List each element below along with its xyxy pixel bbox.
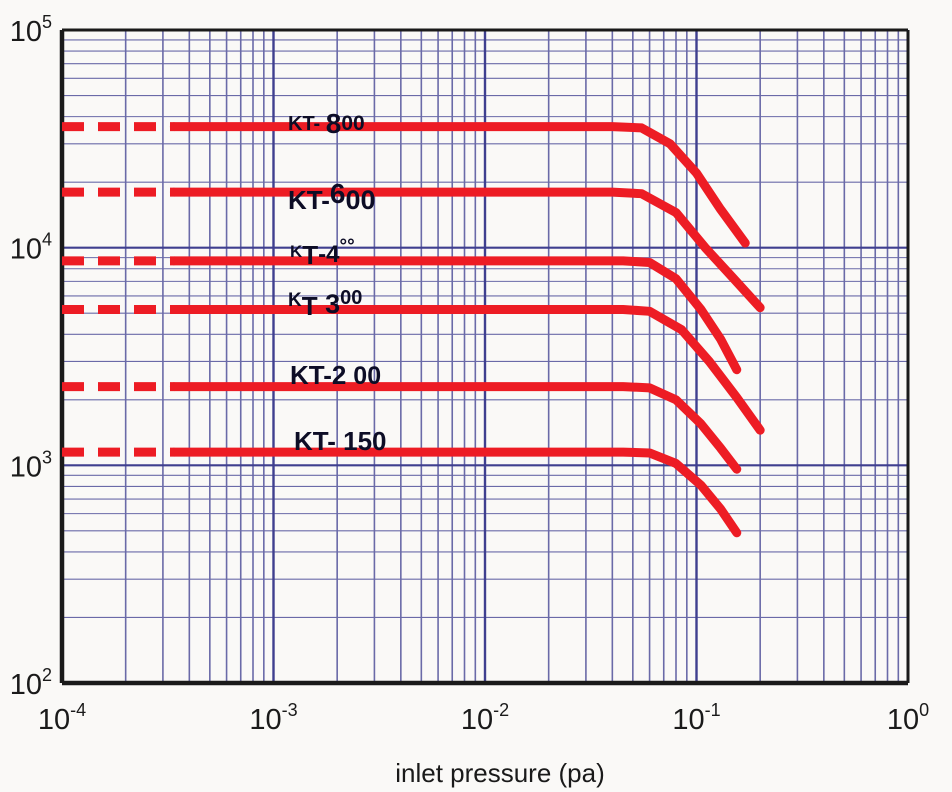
curve-solid-segment [169, 187, 765, 313]
x-tick-label: 10-3 [249, 700, 297, 736]
y-tick-label: 105 [10, 12, 52, 48]
series-label-kt-400: KT-4°° [290, 236, 355, 270]
curve-solid-segment [169, 304, 765, 435]
x-tick-label: 10-4 [38, 700, 86, 736]
y-tick-label: 103 [10, 447, 52, 483]
minor-gridlines [62, 30, 908, 683]
series-label-kt-150: KT- 150 [294, 426, 387, 456]
series-label-kt-600: KT-600 [288, 178, 376, 215]
x-axis-title: inlet pressure (pa) [395, 758, 605, 788]
x-axis-tick-labels: 10-4 10-3 10-2 10-1 100 [38, 700, 929, 736]
x-tick-label: 10-2 [461, 700, 509, 736]
series-inline-labels: KT- 800 KT-600 KT-4°° KT 300 KT-2 00 KT- 150 [288, 108, 387, 456]
x-axis-title: inlet pressure (pa) [395, 758, 605, 788]
series-label-kt-300: KT 300 [288, 287, 362, 321]
curve-kt-400 [62, 256, 742, 375]
y-axis-tick-labels: 105 104 103 102 [10, 12, 52, 701]
curve-kt-600 [62, 187, 765, 313]
curve-solid-segment [169, 256, 742, 375]
data-curves [62, 122, 765, 538]
y-tick-label: 102 [10, 665, 52, 701]
curve-kt-200 [62, 382, 742, 474]
curve-solid-segment [169, 122, 750, 248]
series-label-kt-200: KT-2 00 [290, 360, 381, 390]
plot-frame [59, 28, 910, 686]
curve-kt-800 [62, 122, 750, 248]
curve-kt-150 [62, 447, 742, 538]
x-tick-label: 100 [887, 700, 929, 736]
series-label-kt-800: KT- 800 [288, 108, 365, 139]
curve-kt-300 [62, 304, 765, 435]
curve-solid-segment [169, 382, 742, 474]
y-tick-label: 104 [10, 230, 52, 266]
x-tick-label: 10-1 [672, 700, 720, 736]
curve-solid-segment [169, 447, 742, 538]
